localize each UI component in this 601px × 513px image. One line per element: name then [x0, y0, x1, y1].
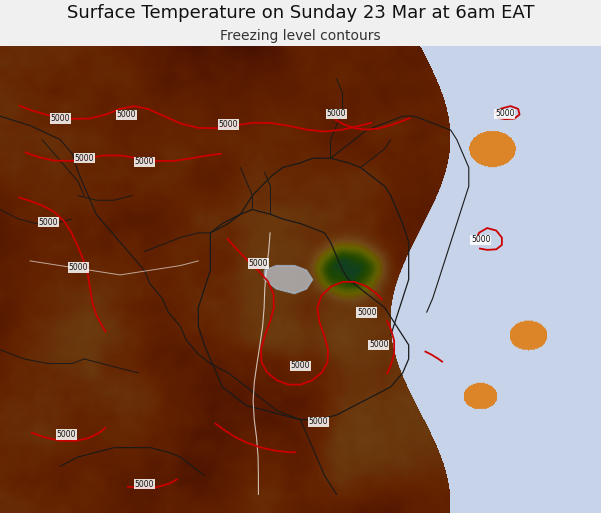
- Text: Freezing level contours: Freezing level contours: [220, 29, 381, 43]
- Text: 5000: 5000: [309, 418, 328, 426]
- Text: Surface Temperature on Sunday 23 Mar at 6am EAT: Surface Temperature on Sunday 23 Mar at …: [67, 4, 534, 22]
- Text: 5000: 5000: [135, 157, 154, 166]
- Text: 5000: 5000: [369, 341, 388, 349]
- Text: 5000: 5000: [291, 362, 310, 370]
- Text: 5000: 5000: [495, 109, 514, 119]
- Text: 5000: 5000: [69, 263, 88, 272]
- Text: 5000: 5000: [249, 259, 268, 268]
- Text: 5000: 5000: [219, 120, 238, 129]
- Text: 5000: 5000: [327, 109, 346, 119]
- Polygon shape: [264, 266, 313, 293]
- Text: 5000: 5000: [38, 218, 58, 227]
- Text: 5000: 5000: [56, 430, 76, 439]
- Text: 5000: 5000: [50, 114, 70, 123]
- Text: 5000: 5000: [471, 235, 490, 244]
- Text: 5000: 5000: [75, 154, 94, 163]
- Text: 5000: 5000: [135, 480, 154, 488]
- Text: 5000: 5000: [357, 308, 376, 317]
- Text: 5000: 5000: [117, 110, 136, 120]
